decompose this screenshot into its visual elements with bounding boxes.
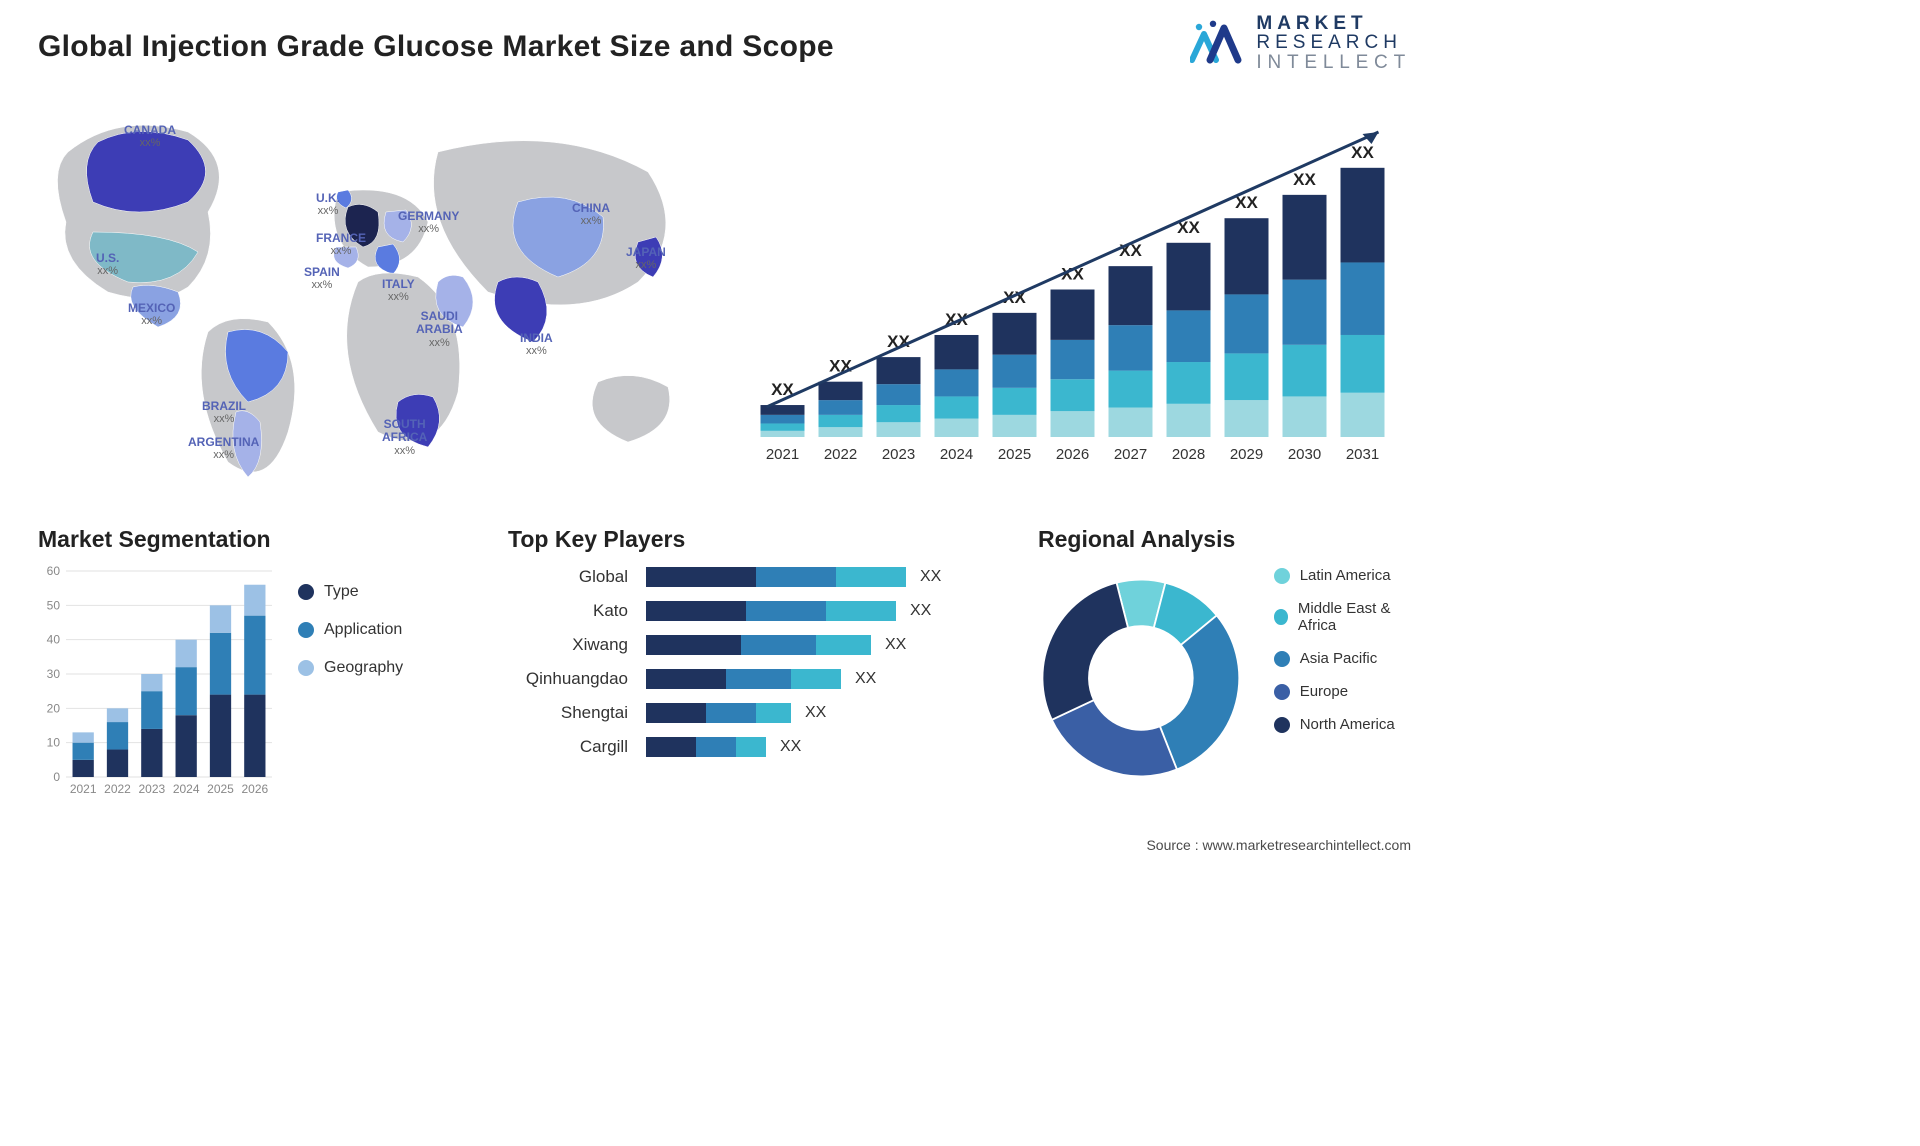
svg-text:50: 50 — [47, 598, 61, 612]
map-label-uk: U.K.xx% — [316, 192, 340, 218]
regional-legend-item: Latin America — [1274, 567, 1417, 584]
player-name: Global — [508, 567, 628, 587]
map-label-china: CHINAxx% — [572, 202, 610, 228]
regional-panel: Regional Analysis Latin America Middle Ea… — [1038, 526, 1417, 803]
player-bar: XX — [646, 635, 941, 655]
source-attribution: Source : www.marketresearchintellect.com — [1146, 837, 1411, 853]
svg-text:2022: 2022 — [104, 782, 131, 796]
brand-logo: MARKET RESEARCH INTELLECT — [1190, 14, 1411, 72]
map-label-italy: ITALYxx% — [382, 278, 415, 304]
player-bar: XX — [646, 703, 941, 723]
map-label-argentina: ARGENTINAxx% — [188, 436, 259, 462]
map-label-germany: GERMANYxx% — [398, 210, 459, 236]
svg-text:2025: 2025 — [207, 782, 234, 796]
player-name: Qinhuangdao — [508, 669, 628, 689]
regional-heading: Regional Analysis — [1038, 526, 1417, 553]
svg-text:60: 60 — [47, 564, 61, 578]
svg-text:2029: 2029 — [1230, 446, 1263, 463]
map-label-us: U.S.xx% — [96, 252, 119, 278]
svg-text:XX: XX — [1293, 170, 1316, 189]
svg-text:2021: 2021 — [70, 782, 97, 796]
regional-legend: Latin America Middle East & Africa Asia Pa… — [1274, 567, 1417, 733]
brand-line3: INTELLECT — [1256, 53, 1411, 72]
svg-text:2021: 2021 — [766, 446, 799, 463]
svg-text:XX: XX — [1351, 143, 1374, 162]
map-label-spain: SPAINxx% — [304, 266, 340, 292]
svg-text:2030: 2030 — [1288, 446, 1321, 463]
svg-text:2023: 2023 — [138, 782, 165, 796]
svg-text:2024: 2024 — [940, 446, 973, 463]
svg-text:2024: 2024 — [173, 782, 200, 796]
segmentation-legend-item: Type — [298, 583, 403, 601]
map-label-saudi: SAUDIARABIAxx% — [416, 310, 463, 349]
player-name: Xiwang — [508, 635, 628, 655]
svg-text:20: 20 — [47, 701, 61, 715]
svg-text:2031: 2031 — [1346, 446, 1379, 463]
segmentation-legend-item: Application — [298, 621, 403, 639]
svg-text:40: 40 — [47, 633, 61, 647]
map-label-brazil: BRAZILxx% — [202, 400, 246, 426]
svg-text:2022: 2022 — [824, 446, 857, 463]
regional-legend-item: Europe — [1274, 683, 1417, 700]
regional-legend-item: Middle East & Africa — [1274, 600, 1417, 634]
player-name: Shengtai — [508, 703, 628, 723]
player-bar: XX — [646, 737, 941, 757]
svg-text:2028: 2028 — [1172, 446, 1205, 463]
players-heading: Top Key Players — [508, 526, 1008, 553]
map-label-southafrica: SOUTHAFRICAxx% — [382, 418, 427, 457]
segmentation-chart: 0 10 20 30 40 50 60 2021 2022 2023 2024 2025 2026 — [38, 563, 278, 803]
segmentation-panel: Market Segmentation 0 10 20 30 40 50 60 2021 202… — [38, 526, 478, 803]
player-name: Cargill — [508, 737, 628, 757]
brand-line1: MARKET — [1256, 14, 1411, 33]
segmentation-legend: Type Application Geography — [298, 583, 403, 677]
growth-bar-chart: XX2021XX2022XX2023XX2024XX2025XX2026XX20… — [728, 92, 1417, 490]
svg-text:2026: 2026 — [1056, 446, 1089, 463]
segmentation-heading: Market Segmentation — [38, 526, 478, 553]
svg-text:2027: 2027 — [1114, 446, 1147, 463]
map-label-japan: JAPANxx% — [626, 246, 666, 272]
svg-text:2023: 2023 — [882, 446, 915, 463]
map-label-france: FRANCExx% — [316, 232, 366, 258]
players-panel: Top Key Players Global Kato Xiwang Qinhuang… — [508, 526, 1008, 803]
players-bars: XX XX XX XX XX XX — [646, 563, 941, 757]
map-label-canada: CANADAxx% — [124, 124, 176, 150]
svg-text:2025: 2025 — [998, 446, 1031, 463]
svg-text:10: 10 — [47, 736, 61, 750]
regional-legend-item: Asia Pacific — [1274, 650, 1417, 667]
svg-text:2026: 2026 — [241, 782, 268, 796]
map-label-mexico: MEXICOxx% — [128, 302, 175, 328]
player-bar: XX — [646, 567, 941, 587]
player-bar: XX — [646, 601, 941, 621]
map-label-india: INDIAxx% — [520, 332, 553, 358]
brand-mark-icon — [1190, 20, 1246, 66]
svg-text:0: 0 — [53, 770, 60, 784]
svg-text:30: 30 — [47, 667, 61, 681]
players-names: Global Kato Xiwang Qinhuangdao Shengtai Cargi… — [508, 563, 628, 757]
regional-legend-item: North America — [1274, 716, 1417, 733]
world-map: CANADAxx% U.S.xx% MEXICOxx% BRAZILxx% ARGENT… — [38, 92, 698, 490]
player-bar: XX — [646, 669, 941, 689]
player-name: Kato — [508, 601, 628, 621]
regional-donut-chart — [1038, 563, 1244, 793]
segmentation-legend-item: Geography — [298, 659, 403, 677]
brand-line2: RESEARCH — [1256, 33, 1411, 52]
